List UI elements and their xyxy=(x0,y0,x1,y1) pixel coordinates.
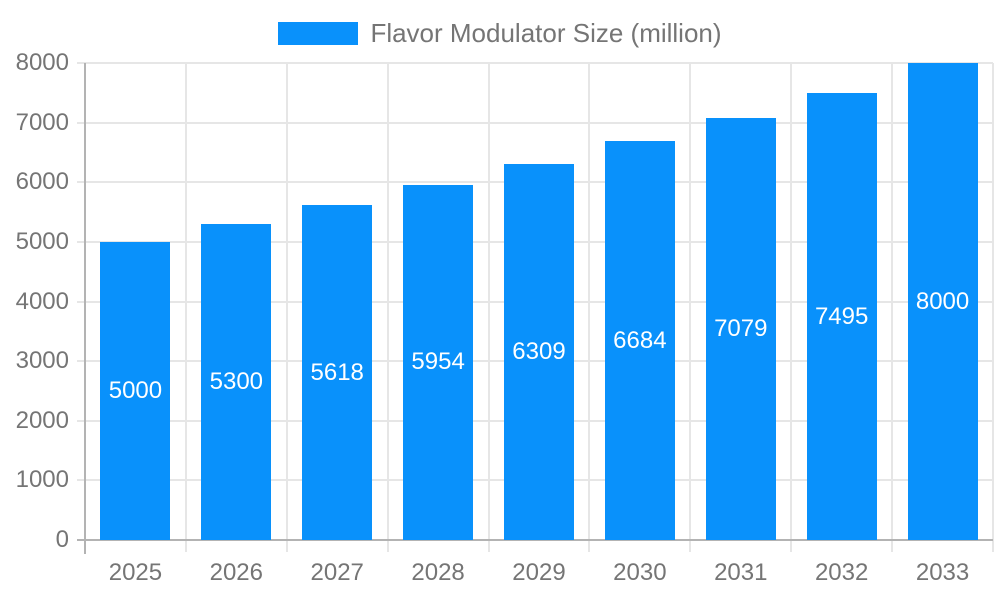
bar-value-label: 5618 xyxy=(310,358,364,386)
x-tick-label: 2030 xyxy=(613,559,667,586)
v-gridline xyxy=(891,63,894,540)
bar-value-label: 5954 xyxy=(411,348,465,376)
legend-item[interactable]: Flavor Modulator Size (million) xyxy=(278,17,722,49)
x-tick xyxy=(487,540,490,552)
y-tick-label: 6000 xyxy=(15,168,69,196)
y-tick-label: 7000 xyxy=(15,108,69,136)
bar[interactable] xyxy=(201,223,272,540)
x-tick xyxy=(184,540,187,552)
bar[interactable] xyxy=(705,117,776,540)
x-tick-label: 2032 xyxy=(814,559,869,586)
bar[interactable] xyxy=(907,63,978,540)
x-tick-label: 2028 xyxy=(411,559,465,586)
x-tick xyxy=(790,540,793,552)
y-tick xyxy=(77,419,85,422)
v-gridline xyxy=(386,63,389,540)
h-gridline xyxy=(85,121,993,124)
x-tick xyxy=(386,540,389,552)
x-tick-label: 2031 xyxy=(714,559,768,586)
x-axis-line xyxy=(77,539,993,541)
bar-value-label: 7079 xyxy=(714,314,768,342)
bar-value-label: 6684 xyxy=(613,326,667,354)
bar[interactable] xyxy=(403,184,474,540)
v-gridline xyxy=(487,63,490,540)
bar[interactable] xyxy=(604,141,675,540)
bar-value-label: 5300 xyxy=(209,367,264,395)
y-tick xyxy=(77,360,85,363)
x-tick xyxy=(891,540,894,552)
y-tick-label: 3000 xyxy=(15,347,69,375)
y-tick xyxy=(77,240,85,243)
y-axis-line xyxy=(84,63,86,554)
bar-value-label: 6309 xyxy=(512,337,566,365)
y-tick xyxy=(77,62,85,64)
x-tick-label: 2029 xyxy=(512,559,566,586)
y-tick-label: 1000 xyxy=(15,466,69,494)
legend: Flavor Modulator Size (million) xyxy=(0,14,1000,52)
v-gridline xyxy=(588,63,591,540)
x-tick xyxy=(689,540,692,552)
y-tick xyxy=(77,181,85,184)
legend-label: Flavor Modulator Size (million) xyxy=(370,17,722,48)
bar[interactable] xyxy=(806,93,877,540)
x-tick xyxy=(285,540,288,552)
v-gridline xyxy=(184,63,187,540)
x-tick xyxy=(992,540,994,552)
x-tick xyxy=(588,540,591,552)
x-tick-label: 2025 xyxy=(108,559,163,586)
y-tick-label: 8000 xyxy=(15,49,69,76)
x-tick-label: 2026 xyxy=(209,559,263,586)
x-tick-label: 2033 xyxy=(915,559,970,586)
bar[interactable] xyxy=(100,241,171,540)
y-tick-label: 2000 xyxy=(15,406,69,434)
bar-value-label: 7495 xyxy=(814,302,869,330)
x-tick-label: 2027 xyxy=(310,559,364,586)
y-tick-label: 5000 xyxy=(15,227,69,255)
y-tick xyxy=(77,300,85,303)
y-tick xyxy=(77,121,85,124)
v-gridline xyxy=(285,63,288,540)
v-gridline xyxy=(992,63,994,540)
y-tick-label: 0 xyxy=(55,526,69,553)
v-gridline xyxy=(689,63,692,540)
v-gridline xyxy=(790,63,793,540)
legend-swatch xyxy=(278,21,359,45)
bar-value-label: 8000 xyxy=(915,287,970,315)
y-tick xyxy=(77,479,85,482)
bar[interactable] xyxy=(504,163,574,540)
h-gridline xyxy=(85,62,993,64)
bar-value-label: 5000 xyxy=(108,376,163,404)
y-tick-label: 4000 xyxy=(15,287,69,315)
bar[interactable] xyxy=(302,205,373,540)
